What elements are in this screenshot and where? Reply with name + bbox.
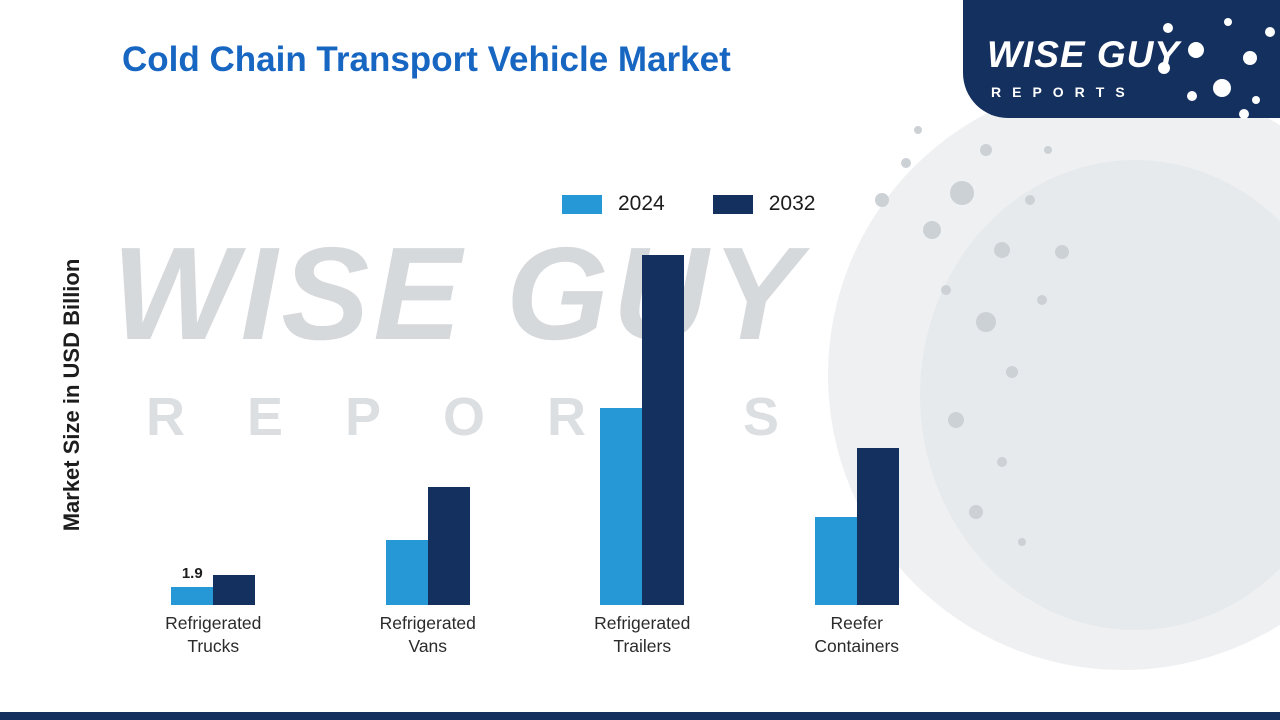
category-label-text: Refrigerated Vans [379,613,476,657]
legend-swatch-2032 [712,194,753,214]
legend: 2024 2032 [562,192,815,216]
bar-group-reefer-containers [750,448,965,605]
bar-refrigerated-vans-2032 [427,487,470,605]
watermark-line1: WISE GUY [112,220,805,367]
y-axis-label: Market Size in USD Billion [59,258,84,532]
bottom-accent-bar [0,712,1280,720]
category-label-text: Reefer Containers [814,613,900,657]
category-label: Refrigerated Trucks [106,612,321,658]
bar-value-label: 1.9 [181,565,203,582]
bar-group-refrigerated-trucks: 1.9 [106,565,321,605]
chart-plot: 1.9 [106,253,964,605]
chart-title: Cold Chain Transport Vehicle Market [122,40,731,79]
legend-swatch-2024 [562,194,602,214]
bar-refrigerated-trailers-2024 [600,408,643,605]
bar-refrigerated-trailers-2032 [642,255,685,605]
category-label: Refrigerated Trailers [535,612,750,658]
wiseguy-logo: WISE GUY REPORTS [963,0,1280,118]
category-label-text: Refrigerated Trailers [594,613,691,657]
bar-refrigerated-vans-2024 [385,540,428,605]
logo-text-line1: WISE GUY [987,34,1181,75]
bar-refrigerated-trucks-2024: 1.9 [171,565,214,605]
bar-reefer-containers-2032 [856,448,899,605]
bar-group-refrigerated-vans [321,487,536,605]
chart-category-labels: Refrigerated Trucks Refrigerated Vans Refr… [106,612,964,658]
legend-item-2032: 2032 [712,192,816,216]
legend-label-2032: 2032 [768,192,816,215]
logo-text-line2: REPORTS [991,84,1136,100]
category-label: Refrigerated Vans [321,612,536,658]
bar-group-refrigerated-trailers [535,255,750,605]
bar-refrigerated-trucks-2032 [213,575,256,605]
legend-item-2024: 2024 [562,192,665,216]
head-silhouette-inner [920,160,1280,630]
category-label-text: Refrigerated Trucks [165,613,262,657]
legend-label-2024: 2024 [618,192,665,215]
category-label: Reefer Containers [750,612,965,658]
bar-reefer-containers-2024 [814,517,857,605]
